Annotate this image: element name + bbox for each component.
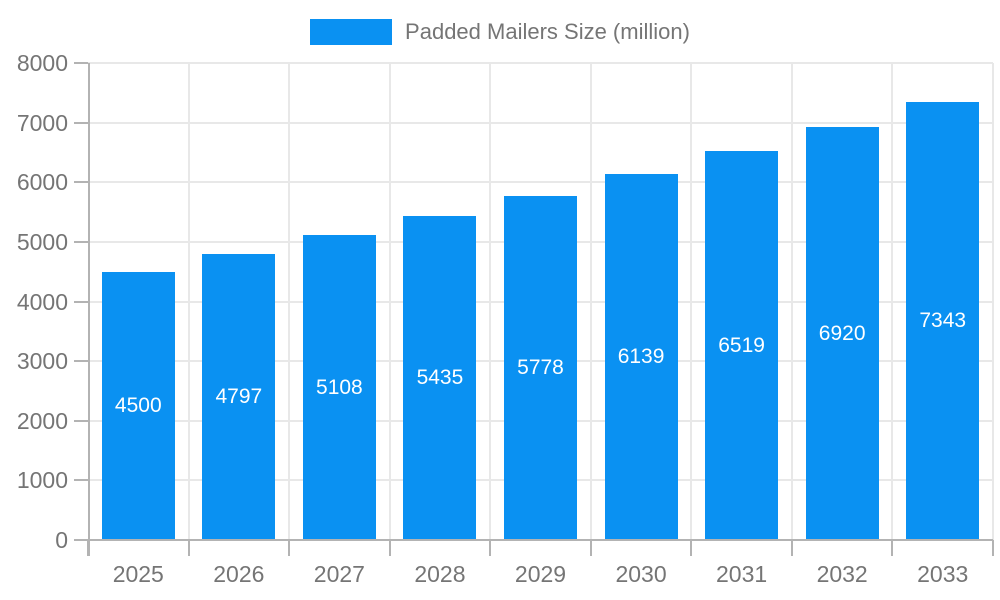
y-gridline [88, 121, 993, 124]
bar-value-label: 6519 [718, 333, 765, 357]
x-axis-labels: 2025 2026 2027 2028 2029 2030 2031 2032 2033 [88, 561, 993, 591]
y-axis-label: 0 [55, 527, 68, 553]
y-axis-tick [74, 300, 88, 303]
x-axis-tick [288, 540, 291, 556]
legend-item[interactable]: Padded Mailers Size (million) [310, 19, 690, 45]
y-axis-tick [74, 62, 88, 64]
x-gridline [690, 63, 693, 540]
legend-swatch [310, 19, 393, 45]
bar-value-label: 5435 [416, 365, 464, 389]
x-axis-label: 2028 [414, 561, 466, 587]
bar-value-label: 6139 [617, 344, 665, 368]
x-axis-label: 2026 [213, 561, 265, 587]
x-gridline [489, 63, 492, 540]
y-axis-label: 5000 [16, 228, 68, 255]
x-gridline [891, 63, 894, 540]
bar[interactable]: 5108 [302, 235, 376, 540]
x-gridline [187, 63, 190, 540]
bar-value-label: 4500 [114, 393, 162, 417]
x-axis-tick [87, 540, 89, 556]
x-axis-label: 2032 [816, 561, 868, 587]
legend-label: Padded Mailers Size (million) [405, 19, 690, 44]
bar[interactable]: 5778 [504, 195, 577, 540]
y-axis-tick [74, 539, 88, 541]
y-axis-tick [74, 419, 88, 422]
y-axis-line [88, 63, 90, 556]
y-axis-label: 6000 [16, 169, 68, 196]
bar[interactable]: 6139 [604, 173, 678, 540]
x-axis-label: 2029 [514, 561, 567, 587]
x-axis-label: 2030 [615, 561, 667, 587]
x-axis-tick [891, 540, 894, 556]
y-gridline [88, 181, 993, 184]
y-axis-label: 4000 [16, 288, 68, 315]
bar-value-label: 5108 [316, 375, 363, 399]
x-gridline [992, 63, 994, 540]
bar[interactable]: 5435 [403, 215, 477, 540]
y-axis-tick [74, 479, 88, 482]
x-axis-tick [187, 540, 190, 556]
x-axis-label: 2033 [917, 561, 969, 587]
y-axis-label: 2000 [16, 407, 68, 434]
x-axis-tick [388, 540, 391, 556]
y-axis-labels: 0 1000 2000 3000 4000 5000 6000 7000 8000 [0, 52, 68, 552]
y-gridline [88, 62, 993, 64]
bar[interactable]: 6920 [805, 127, 879, 540]
x-axis-line [88, 539, 993, 541]
bar[interactable]: 4500 [101, 271, 175, 540]
y-axis-tick [74, 121, 88, 124]
bar[interactable]: 4797 [202, 253, 276, 540]
plot-area: 4500 4797 5108 5435 5778 6139 6519 6920 7343 [88, 62, 994, 540]
x-gridline [288, 63, 291, 540]
bar-value-label: 4797 [215, 384, 263, 408]
x-axis-tick [790, 540, 793, 556]
y-axis-label: 8000 [16, 50, 68, 76]
y-axis-tick [74, 181, 88, 184]
x-gridline [790, 63, 793, 540]
x-axis-tick [589, 540, 592, 556]
y-axis-tick [74, 240, 88, 243]
x-gridline [589, 63, 592, 540]
y-axis-label: 3000 [16, 348, 68, 375]
x-axis-label: 2031 [716, 561, 768, 587]
bar[interactable]: 7343 [906, 102, 980, 540]
bar-value-label: 5778 [517, 355, 564, 379]
y-axis-label: 7000 [16, 109, 68, 136]
y-axis-label: 1000 [16, 467, 68, 494]
x-axis-tick [489, 540, 492, 556]
legend: Padded Mailers Size (million) [0, 15, 1000, 49]
x-axis-tick [992, 540, 994, 556]
bar[interactable]: 6519 [705, 151, 779, 540]
bar-value-label: 7343 [919, 309, 967, 333]
x-gridline [388, 63, 391, 540]
x-axis-label: 2025 [112, 561, 164, 587]
y-axis-tick [74, 360, 88, 363]
x-axis-label: 2027 [313, 561, 365, 587]
x-axis-tick [690, 540, 693, 556]
bar-value-label: 6920 [818, 321, 866, 345]
